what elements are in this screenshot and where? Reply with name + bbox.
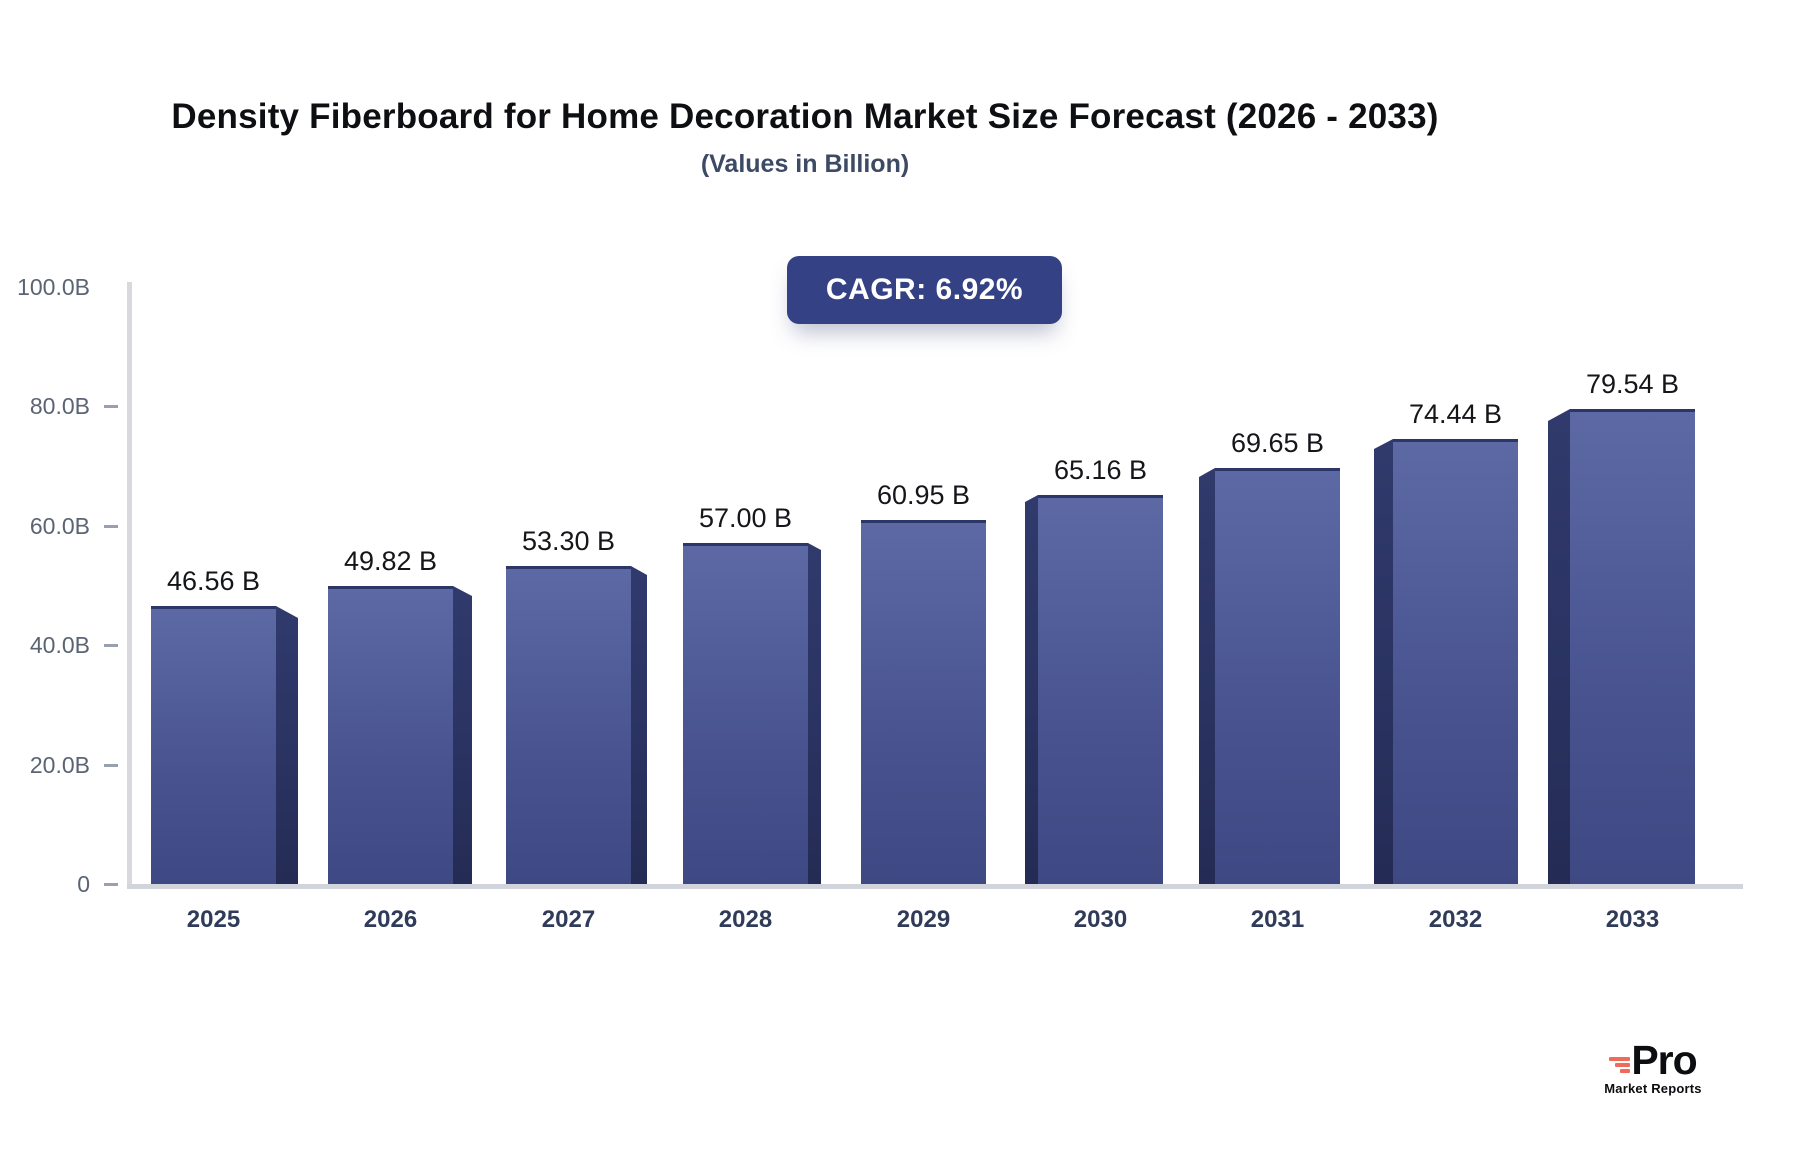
logo-sub-text: Market Reports [1604,1081,1702,1096]
cagr-badge: CAGR: 6.92% [787,256,1062,324]
y-axis-tick-label: 0 [77,871,90,897]
bar-2032 [1393,439,1518,884]
x-axis-label-2025: 2025 [186,906,241,933]
logo-stripe [1615,1063,1631,1067]
logo-stripe [1609,1057,1631,1061]
bar-value-label: 65.16 B [1053,455,1148,485]
brand-logo: Pro Market Reports [1598,1037,1708,1097]
x-axis-label-2026: 2026 [363,906,418,933]
cagr-badge-label: CAGR: 6.92% [825,273,1024,306]
bar-side-face [1199,468,1215,884]
bar-value-label: 60.95 B [876,480,971,510]
bar-side-face [453,586,472,884]
y-axis-tick-mark [104,644,118,647]
y-axis-tick-label: 20.0B [29,751,90,778]
logo-stripes-icon [1609,1055,1631,1073]
bar-side-face [1548,409,1570,884]
x-axis-label-2033: 2033 [1605,906,1660,933]
chart-subtitle: (Values in Billion) [700,150,910,178]
bar-2028 [683,543,808,884]
bar-2027 [506,566,631,884]
bar-2025 [151,606,276,884]
x-axis-label-2031: 2031 [1250,906,1305,933]
y-axis-tick-mark [104,883,118,886]
bar-value-label: 49.82 B [343,546,438,576]
bar-side-face [276,606,298,884]
bar-2030 [1038,495,1163,884]
bar-2026 [328,586,453,884]
bar-value-label: 74.44 B [1408,399,1503,429]
logo-row: Pro [1598,1037,1708,1083]
logo-main-text: Pro [1631,1037,1697,1083]
x-axis-label-2027: 2027 [541,906,596,933]
y-axis-tick-mark [104,405,118,408]
y-axis-tick-label: 40.0B [29,632,90,658]
chart-title: Density Fiberboard for Home Decoration M… [171,97,1439,136]
x-axis-baseline [127,884,1743,889]
x-axis-label-2030: 2030 [1073,906,1128,933]
x-axis-label-2029: 2029 [896,906,951,933]
x-axis-label-2032: 2032 [1428,906,1483,933]
logo-stripe [1620,1069,1631,1073]
bar-value-label: 53.30 B [521,526,616,556]
bar-2031 [1215,468,1340,884]
y-axis-tick-mark [104,524,118,528]
bar-value-label: 69.65 B [1230,428,1325,458]
y-axis-tick-label: 60.0B [29,512,90,539]
y-axis-line [127,282,132,884]
y-axis-tick-label: 100.0B [17,273,90,300]
bar-side-face [808,543,821,884]
bar-value-label: 79.54 B [1585,369,1680,399]
bar-side-face [1025,495,1038,884]
bar-value-label: 57.00 B [698,503,793,533]
bar-side-face [631,566,647,884]
y-axis-tick-mark [104,763,118,767]
bar-value-label: 46.56 B [166,566,261,596]
bar-side-face [1374,439,1393,884]
title-block: Density Fiberboard for Home Decoration M… [0,96,1610,179]
x-axis-label-2028: 2028 [718,906,773,933]
bar-2029 [861,520,986,884]
bar-2033 [1570,409,1695,884]
y-axis-tick-label: 80.0B [29,393,90,419]
